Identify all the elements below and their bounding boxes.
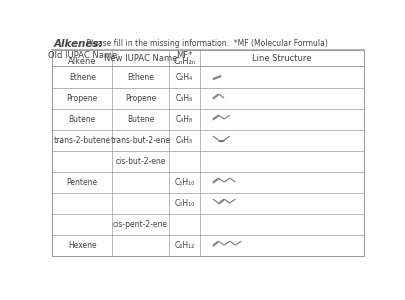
Text: Propene: Propene	[66, 94, 98, 103]
Text: C₅H₁₀: C₅H₁₀	[174, 199, 194, 208]
Text: C₄H₈: C₄H₈	[175, 115, 192, 124]
Text: Line Structure: Line Structure	[252, 54, 311, 63]
Text: Hexene: Hexene	[68, 241, 96, 250]
Text: New IUPAC Name: New IUPAC Name	[104, 54, 177, 63]
Text: CₙH₂ₙ: CₙH₂ₙ	[173, 57, 195, 66]
Text: C₄H₈: C₄H₈	[175, 136, 192, 145]
Text: Please fill in the missing information.  *MF (Molecular Formula): Please fill in the missing information. …	[83, 40, 327, 49]
Text: Pentene: Pentene	[66, 178, 98, 187]
Text: trans-2-butene: trans-2-butene	[53, 136, 111, 145]
Text: cis-but-2-ene: cis-but-2-ene	[115, 157, 165, 166]
Text: Alkenes:: Alkenes:	[54, 40, 103, 50]
Text: C₃H₆: C₃H₆	[175, 94, 193, 103]
Text: trans-but-2-ene: trans-but-2-ene	[110, 136, 170, 145]
Text: C₅H₁₀: C₅H₁₀	[174, 178, 194, 187]
Text: Butene: Butene	[68, 115, 96, 124]
Text: Ethene: Ethene	[127, 73, 153, 82]
Text: C₆H₁₂: C₆H₁₂	[174, 241, 194, 250]
Text: MF*: MF*	[176, 51, 192, 60]
Text: cis-pent-2-ene: cis-pent-2-ene	[113, 220, 168, 229]
Text: Butene: Butene	[126, 115, 153, 124]
Text: C₂H₄: C₂H₄	[175, 73, 192, 82]
Text: Old IUPAC Name: Old IUPAC Name	[47, 51, 117, 60]
Bar	[52, 50, 363, 256]
Text: Alkene: Alkene	[68, 57, 96, 66]
Text: Propene: Propene	[124, 94, 156, 103]
Text: Ethene: Ethene	[68, 73, 96, 82]
